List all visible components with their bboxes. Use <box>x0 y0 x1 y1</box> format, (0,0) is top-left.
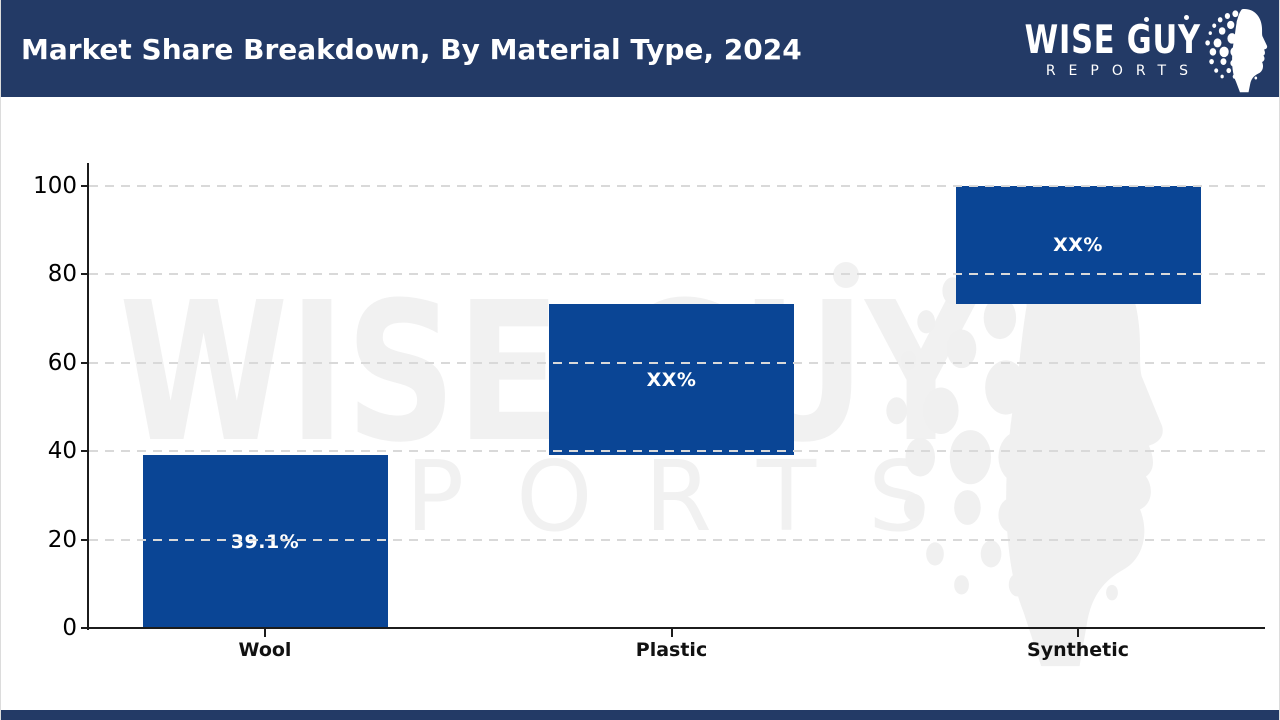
logo-text: WISE GUY REPORTS <box>975 15 1201 79</box>
bar-synthetic: XX% <box>955 186 1201 304</box>
logo-wordmark: WISE GUY <box>1024 18 1201 63</box>
logo-subtext: REPORTS <box>1045 63 1201 79</box>
logo-accent-dot <box>1144 17 1149 22</box>
bar-value-label: XX% <box>1053 234 1103 256</box>
watermark-wordmark: WISE GUY <box>119 262 977 485</box>
y-tick-label: 0 <box>62 615 77 641</box>
bar-plastic: XX% <box>549 304 794 456</box>
x-axis-spine <box>87 627 1265 629</box>
header-bar: Market Share Breakdown, By Material Type… <box>1 0 1279 97</box>
x-category-label: Plastic <box>635 639 708 661</box>
y-tick-label: 20 <box>47 526 77 553</box>
x-category-label: Wool <box>238 639 292 661</box>
x-category-label: Synthetic <box>1027 639 1129 661</box>
chart-title: Market Share Breakdown, By Material Type… <box>21 33 802 66</box>
y-tick-mark <box>81 185 89 187</box>
gridline <box>89 273 1265 276</box>
gridline <box>89 185 1265 187</box>
y-tick-label: 40 <box>47 438 77 465</box>
gridline <box>89 450 1265 453</box>
y-tick-mark <box>81 627 89 629</box>
y-tick-mark <box>81 273 89 276</box>
y-tick-label: 60 <box>47 349 77 376</box>
x-tick-mark <box>264 629 266 637</box>
wiseguy-head-icon <box>1205 9 1268 93</box>
plot-area: 0 20 40 60 80 100 39.1% Wool XX% Plastic XX% Synthe… <box>1 97 1279 710</box>
x-tick-mark <box>670 629 673 637</box>
y-axis-spine <box>87 163 89 630</box>
y-tick-label: 80 <box>47 261 77 288</box>
gridline <box>89 361 1265 364</box>
x-tick-mark <box>1077 629 1079 637</box>
footer-bar <box>1 710 1279 720</box>
bar-value-label: XX% <box>646 368 697 391</box>
y-tick-mark <box>81 538 89 541</box>
bar-value-label: 39.1% <box>230 530 300 553</box>
logo-accent-dot <box>1184 15 1189 20</box>
bar-wool: 39.1% <box>142 455 388 628</box>
gridline <box>89 538 1265 541</box>
y-tick-mark <box>81 450 89 453</box>
wiseguy-logo: WISE GUY REPORTS <box>975 6 1269 94</box>
y-tick-label: 100 <box>33 173 77 199</box>
y-tick-mark <box>81 361 89 364</box>
